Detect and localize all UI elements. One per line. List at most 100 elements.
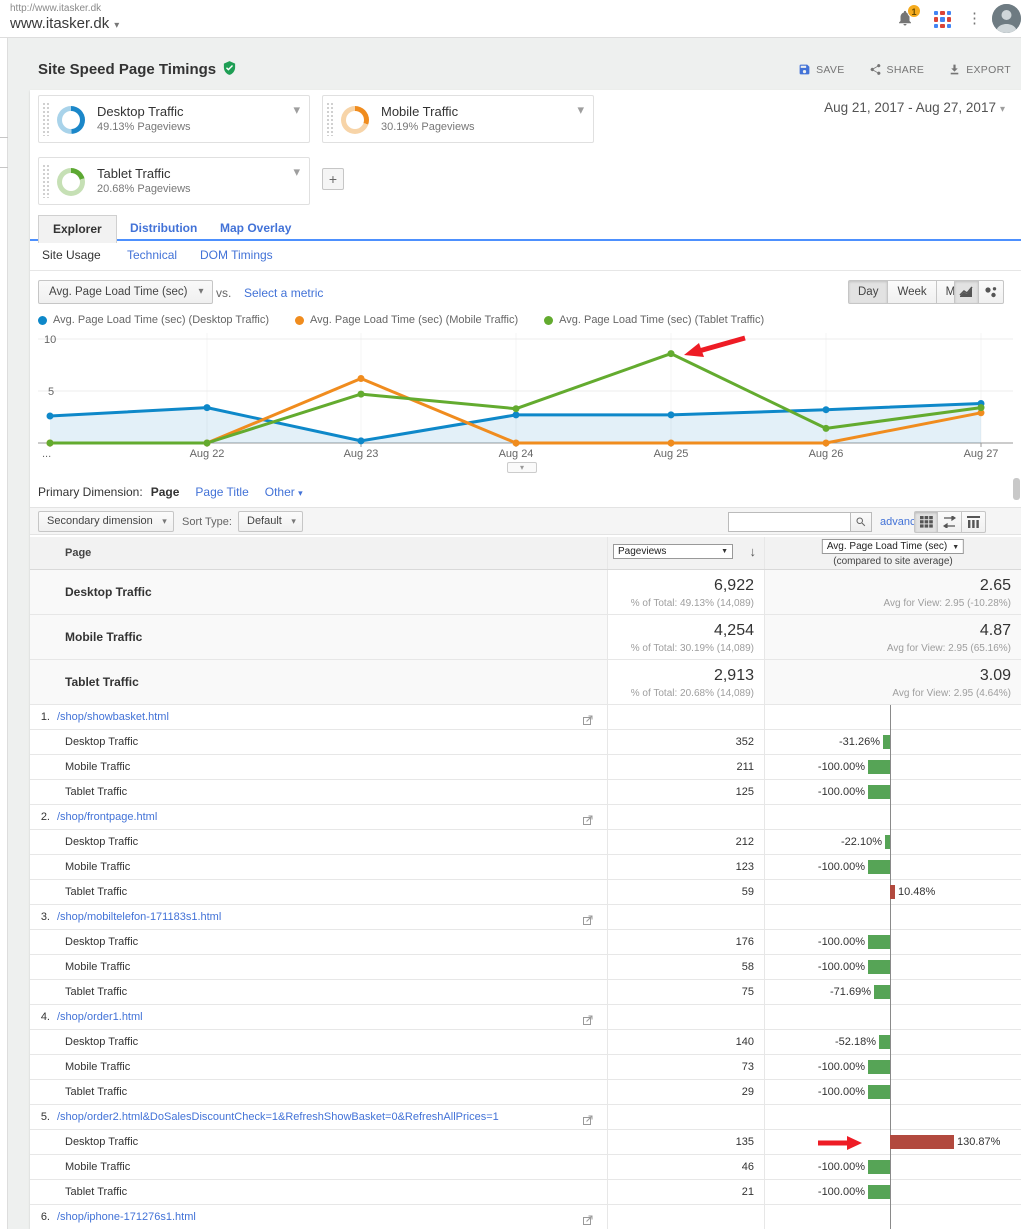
search-button[interactable] xyxy=(850,512,872,532)
open-in-new-icon[interactable] xyxy=(583,912,593,930)
bar-axis xyxy=(890,905,891,930)
report-header: Site Speed Page Timings SAVE SHARE EXPOR… xyxy=(30,55,1021,87)
open-in-new-icon[interactable] xyxy=(583,1012,593,1030)
segment-label: Mobile Traffic xyxy=(65,1161,131,1173)
page-url-link[interactable]: /shop/order1.html xyxy=(57,1011,143,1023)
granularity-day-button[interactable]: Day xyxy=(848,280,889,304)
segment-label: Mobile Traffic xyxy=(65,961,131,973)
dimension-page[interactable]: Page xyxy=(150,485,180,499)
save-button[interactable]: SAVE xyxy=(798,63,844,76)
comparison-view-button[interactable] xyxy=(938,511,962,533)
drag-handle[interactable] xyxy=(326,102,333,136)
svg-text:Aug 26: Aug 26 xyxy=(809,448,844,460)
scrollbar-thumb[interactable] xyxy=(1013,478,1020,500)
subtab-site-usage[interactable]: Site Usage xyxy=(42,248,101,262)
drag-handle[interactable] xyxy=(42,164,49,198)
collapsed-sidebar-rail[interactable] xyxy=(0,38,8,1229)
data-view-button[interactable] xyxy=(914,511,938,533)
line-chart-button[interactable] xyxy=(954,280,979,304)
segment-label: Mobile Traffic xyxy=(65,1061,131,1073)
segment-label: Desktop Traffic xyxy=(65,936,139,948)
pageviews-value: 59 xyxy=(607,880,765,904)
tab-distribution[interactable]: Distribution xyxy=(130,221,198,235)
export-button[interactable]: EXPORT xyxy=(948,63,1011,76)
line-chart-icon xyxy=(959,286,973,297)
property-url: http://www.itasker.dk xyxy=(10,3,102,14)
account-selector[interactable]: www.itasker.dk ▾ xyxy=(10,15,120,32)
metric-bar-negative xyxy=(879,1035,890,1049)
sort-descending-icon[interactable]: ↓ xyxy=(749,544,757,559)
bar-axis xyxy=(890,780,891,805)
page-url-link[interactable]: /shop/frontpage.html xyxy=(57,811,158,823)
chevron-down-icon[interactable]: ▾ xyxy=(577,102,584,117)
page-url-link[interactable]: /shop/order2.html&DoSalesDiscountCheck=1… xyxy=(57,1111,499,1123)
motion-chart-button[interactable] xyxy=(979,280,1004,304)
svg-text:Aug 23: Aug 23 xyxy=(344,448,379,460)
chart-type-switcher xyxy=(954,280,1004,304)
metric-pct-label: -100.00% xyxy=(817,1086,865,1098)
segment-label: Tablet Traffic xyxy=(65,1086,128,1098)
bar-axis xyxy=(890,1055,891,1080)
table-row-segment: Tablet Traffic 59 10.48% xyxy=(30,880,1021,905)
tab-map-overlay[interactable]: Map Overlay xyxy=(220,221,292,235)
chevron-down-icon: ▾ xyxy=(114,20,120,31)
date-range-selector[interactable]: Aug 21, 2017 - Aug 27, 2017 ▾ xyxy=(824,100,1005,115)
open-in-new-icon[interactable] xyxy=(583,1112,593,1130)
metric-column-dropdown[interactable]: Avg. Page Load Time (sec) ▼ xyxy=(821,539,965,554)
segment-card-mobile[interactable]: Mobile Traffic 30.19% Pageviews ▾ xyxy=(322,95,594,143)
bar-axis xyxy=(890,930,891,955)
drag-handle[interactable] xyxy=(42,102,49,136)
report-canvas: Desktop Traffic 49.13% Pageviews ▾ Mobil… xyxy=(30,90,1021,1229)
add-segment-button[interactable]: + xyxy=(322,168,344,190)
open-in-new-icon[interactable] xyxy=(583,712,593,730)
table-row-segment: Desktop Traffic 176 -100.00% xyxy=(30,930,1021,955)
chevron-down-icon: ▾ xyxy=(162,516,167,526)
table-row-url: 1. /shop/showbasket.html xyxy=(30,705,1021,730)
share-button[interactable]: SHARE xyxy=(869,63,925,76)
overflow-menu-icon[interactable]: ⋮ xyxy=(967,10,982,27)
table-row-url: 5. /shop/order2.html&DoSalesDiscountCheck… xyxy=(30,1105,1021,1130)
secondary-dimension-button[interactable]: Secondary dimension ▾ xyxy=(38,511,174,532)
column-header-page[interactable]: Page xyxy=(65,547,92,559)
select-a-metric-link[interactable]: Select a metric xyxy=(244,286,324,300)
metric-bar-negative xyxy=(868,1185,890,1199)
chevron-down-icon[interactable]: ▾ xyxy=(293,102,300,117)
table-row-url: 6. /shop/iphone-171276s1.html xyxy=(30,1205,1021,1229)
chevron-down-icon[interactable]: ▾ xyxy=(293,164,300,179)
primary-dimension-bar: Primary Dimension: Page Page Title Other ▾ xyxy=(38,485,303,499)
bar-axis xyxy=(890,1030,891,1055)
page-url-link[interactable]: /shop/showbasket.html xyxy=(57,711,169,723)
chevron-down-icon: ▾ xyxy=(198,286,204,297)
timeseries-chart[interactable]: ... Aug 22 Aug 23 Aug 24 Aug 25 Aug 26 Aug 27 1… xyxy=(38,333,1013,465)
chart-expander-handle[interactable]: ▾ xyxy=(507,462,537,473)
granularity-week-button[interactable]: Week xyxy=(888,280,937,304)
pageviews-value: 211 xyxy=(607,755,765,779)
pageviews-value: 125 xyxy=(607,780,765,804)
dimension-page-title[interactable]: Page Title xyxy=(195,485,249,499)
segment-card-tablet[interactable]: Tablet Traffic 20.68% Pageviews ▾ xyxy=(38,157,310,205)
open-in-new-icon[interactable] xyxy=(583,812,593,830)
metric-bar-negative xyxy=(874,985,890,999)
user-avatar[interactable] xyxy=(992,4,1021,33)
segment-card-desktop[interactable]: Desktop Traffic 49.13% Pageviews ▾ xyxy=(38,95,310,143)
tab-explorer[interactable]: Explorer xyxy=(38,215,117,243)
open-in-new-icon[interactable] xyxy=(583,1212,593,1229)
google-apps-grid-icon[interactable] xyxy=(934,11,951,28)
subtab-dom-timings[interactable]: DOM Timings xyxy=(200,248,273,262)
search-input[interactable] xyxy=(728,512,850,532)
legend-dot-desktop xyxy=(38,315,47,325)
summary-row-mobile: Mobile Traffic 4,254 % of Total: 30.19% (… xyxy=(30,615,1021,660)
subtab-technical[interactable]: Technical xyxy=(127,248,178,262)
sort-type-dropdown[interactable]: Default ▾ xyxy=(238,511,303,532)
dimension-other[interactable]: Other ▾ xyxy=(264,485,303,499)
pageviews-column-dropdown[interactable]: Pageviews ▼ xyxy=(613,544,733,559)
page-url-link[interactable]: /shop/iphone-171276s1.html xyxy=(57,1211,196,1223)
rail-divider xyxy=(0,167,8,168)
page-url-link[interactable]: /shop/mobiltelefon-171183s1.html xyxy=(57,911,222,923)
summary-row-tablet: Tablet Traffic 2,913 % of Total: 20.68% (… xyxy=(30,660,1021,705)
segment-label: Mobile Traffic xyxy=(65,861,131,873)
pivot-view-button[interactable] xyxy=(962,511,986,533)
rail-divider xyxy=(0,137,8,138)
segment-label: Mobile Traffic xyxy=(65,761,131,773)
metric-dropdown[interactable]: Avg. Page Load Time (sec) ▾ xyxy=(38,280,213,304)
